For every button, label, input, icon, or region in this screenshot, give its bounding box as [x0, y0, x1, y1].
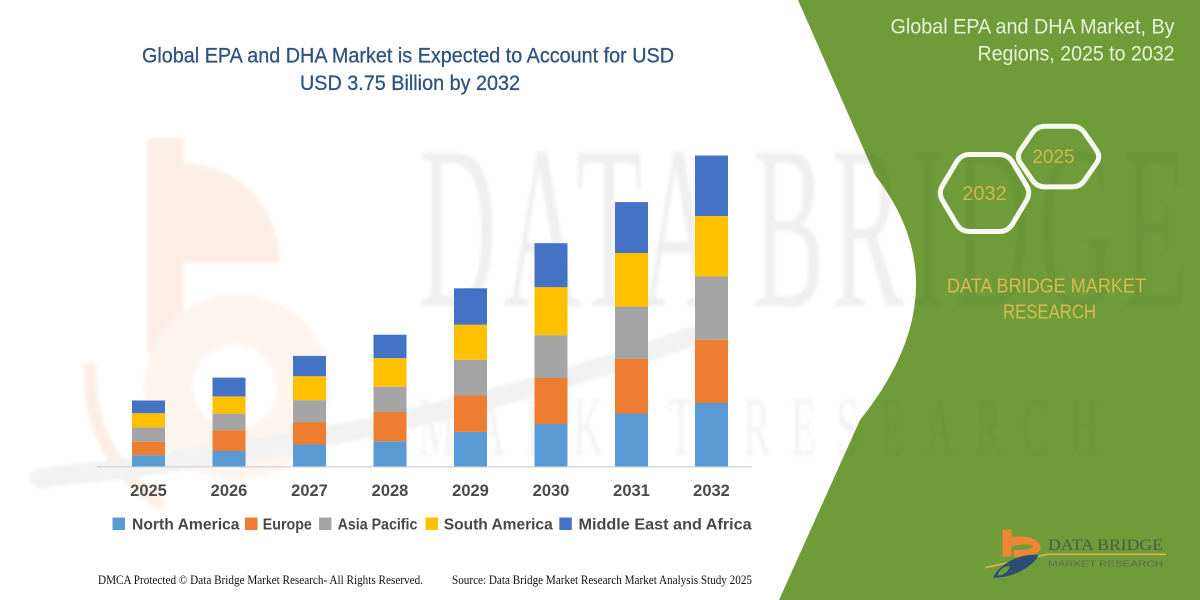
svg-text:2025: 2025 [1032, 147, 1074, 168]
svg-text:DMCA Protected © Data Bridge M: DMCA Protected © Data Bridge Market Rese… [98, 573, 423, 587]
svg-text:2030: 2030 [533, 482, 570, 500]
svg-text:Source: Data Bridge Market Res: Source: Data Bridge Market Research Mark… [452, 573, 752, 587]
svg-text:Middle East and Africa: Middle East and Africa [579, 517, 752, 534]
svg-text:2025: 2025 [130, 482, 167, 500]
svg-text:DATA BRIDGE: DATA BRIDGE [1048, 537, 1163, 554]
svg-text:Global EPA and DHA Market, By: Global EPA and DHA Market, By [891, 15, 1175, 39]
svg-text:Europe: Europe [263, 517, 312, 534]
svg-text:Regions, 2025 to 2032: Regions, 2025 to 2032 [978, 41, 1175, 65]
svg-text:2031: 2031 [613, 482, 650, 500]
svg-text:2027: 2027 [291, 482, 328, 500]
svg-text:USD 3.75 Billion by 2032: USD 3.75 Billion by 2032 [300, 72, 520, 95]
svg-text:2032: 2032 [693, 482, 730, 500]
svg-text:2026: 2026 [211, 482, 248, 500]
svg-text:RESEARCH: RESEARCH [1003, 301, 1096, 324]
svg-text:North America: North America [132, 517, 240, 534]
svg-text:2032: 2032 [962, 183, 1007, 205]
svg-text:South America: South America [444, 517, 553, 534]
svg-text:MARKET RESEARCH: MARKET RESEARCH [1048, 560, 1163, 569]
svg-text:DATA BRIDGE MARKET: DATA BRIDGE MARKET [947, 275, 1146, 298]
svg-text:Global EPA and DHA Market is E: Global EPA and DHA Market is Expected to… [142, 45, 674, 68]
svg-text:2028: 2028 [372, 482, 409, 500]
svg-text:2029: 2029 [452, 482, 489, 500]
svg-text:Asia Pacific: Asia Pacific [338, 517, 418, 534]
